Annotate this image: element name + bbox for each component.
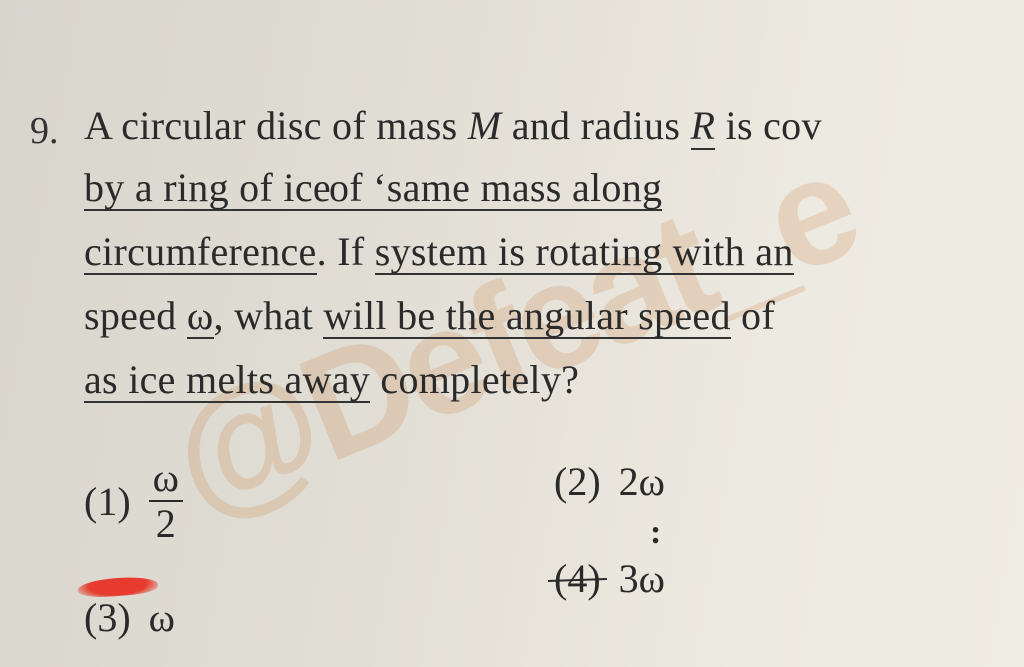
question-number: 9. — [30, 105, 84, 153]
question-line-5: as ice melts away completely? — [84, 359, 1024, 403]
red-annotation-mark — [77, 575, 158, 599]
option-label: (2) — [554, 458, 601, 505]
options-col-left: (1) ω 2 (3) ω — [84, 458, 554, 667]
text-fragment: completely? — [370, 357, 579, 402]
fraction-denominator: 2 — [152, 502, 180, 544]
option-value: ω — [149, 594, 175, 641]
option-1: (1) ω 2 — [84, 458, 554, 544]
text-fragment: of — [731, 293, 775, 338]
underlined-fragment: of ‘same mass along — [329, 167, 662, 211]
page: @Defeat_e 9. A circular disc of mass M a… — [0, 0, 1024, 667]
question-text: A circular disc of mass M and radius R i… — [84, 105, 1024, 667]
option-4: (4) 3ω — [554, 555, 1024, 602]
var-m: M — [468, 103, 502, 148]
option-2: (2) 2ω : — [554, 458, 1024, 505]
text-fragment: , what — [214, 293, 324, 338]
fraction-numerator: ω — [149, 458, 183, 500]
var-omega: ω — [187, 295, 214, 339]
option-value: 3ω — [619, 555, 665, 602]
question-row: 9. A circular disc of mass M and radius … — [30, 105, 1024, 667]
options-container: (1) ω 2 (3) ω (2) — [84, 458, 1024, 667]
question-line-1: A circular disc of mass M and radius R i… — [84, 105, 1024, 147]
option-label: (3) — [84, 594, 131, 641]
text-fragment: and radius — [501, 103, 690, 148]
question-line-3: circumference. If system is rotating wit… — [84, 231, 1024, 275]
option-fraction: ω 2 — [149, 458, 183, 544]
options-col-right: (2) 2ω : (4) 3ω — [554, 458, 1024, 667]
option-3: (3) ω — [84, 594, 554, 641]
text-fragment: speed — [84, 293, 187, 338]
option-value: 2ω — [619, 458, 665, 505]
underlined-fragment: by a ring of ice — [84, 167, 331, 211]
var-r: R — [691, 103, 716, 148]
option-label-struck: (4) — [554, 555, 601, 602]
colon-mark: : — [650, 514, 661, 552]
text-fragment: A circular disc of mass — [84, 103, 468, 148]
text-fragment: is cov — [715, 103, 822, 148]
underlined-fragment: circumference — [84, 231, 317, 275]
underlined-fragment: will be the angular speed — [323, 295, 730, 339]
question-line-4: speed ω, what will be the angular speed … — [84, 295, 1024, 339]
underlined-fragment: as ice melts away — [84, 359, 370, 403]
underlined-fragment: system is rotating with an — [375, 231, 794, 275]
question-line-2: by a ring of ice of ‘same mass along — [84, 167, 1024, 211]
text-fragment: . If — [317, 229, 375, 274]
option-label: (1) — [84, 478, 131, 525]
